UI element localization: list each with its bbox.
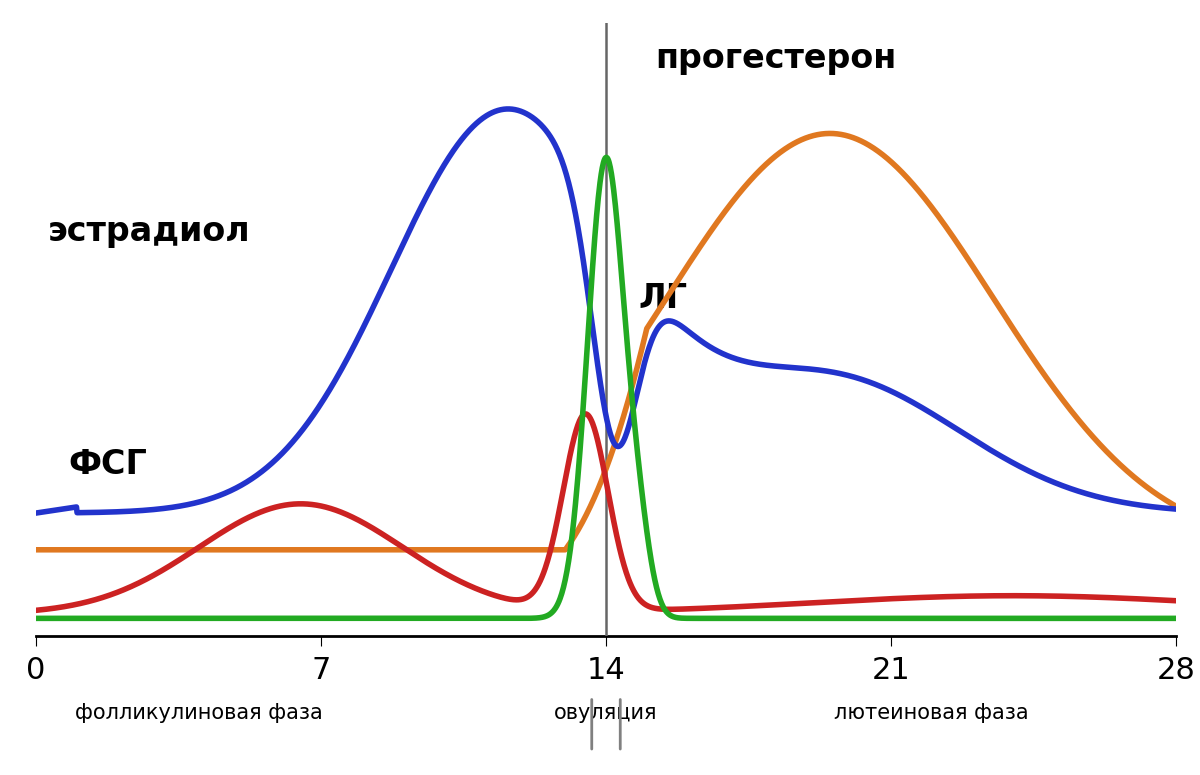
- Text: эстрадиол: эстрадиол: [48, 215, 251, 248]
- Text: овуляция: овуляция: [554, 703, 658, 723]
- Text: ЛГ: ЛГ: [638, 282, 688, 315]
- Text: ФСГ: ФСГ: [68, 448, 148, 480]
- Text: прогестерон: прогестерон: [655, 42, 896, 74]
- Text: лютеиновая фаза: лютеиновая фаза: [834, 703, 1030, 723]
- Text: фолликулиновая фаза: фолликулиновая фаза: [74, 703, 323, 723]
